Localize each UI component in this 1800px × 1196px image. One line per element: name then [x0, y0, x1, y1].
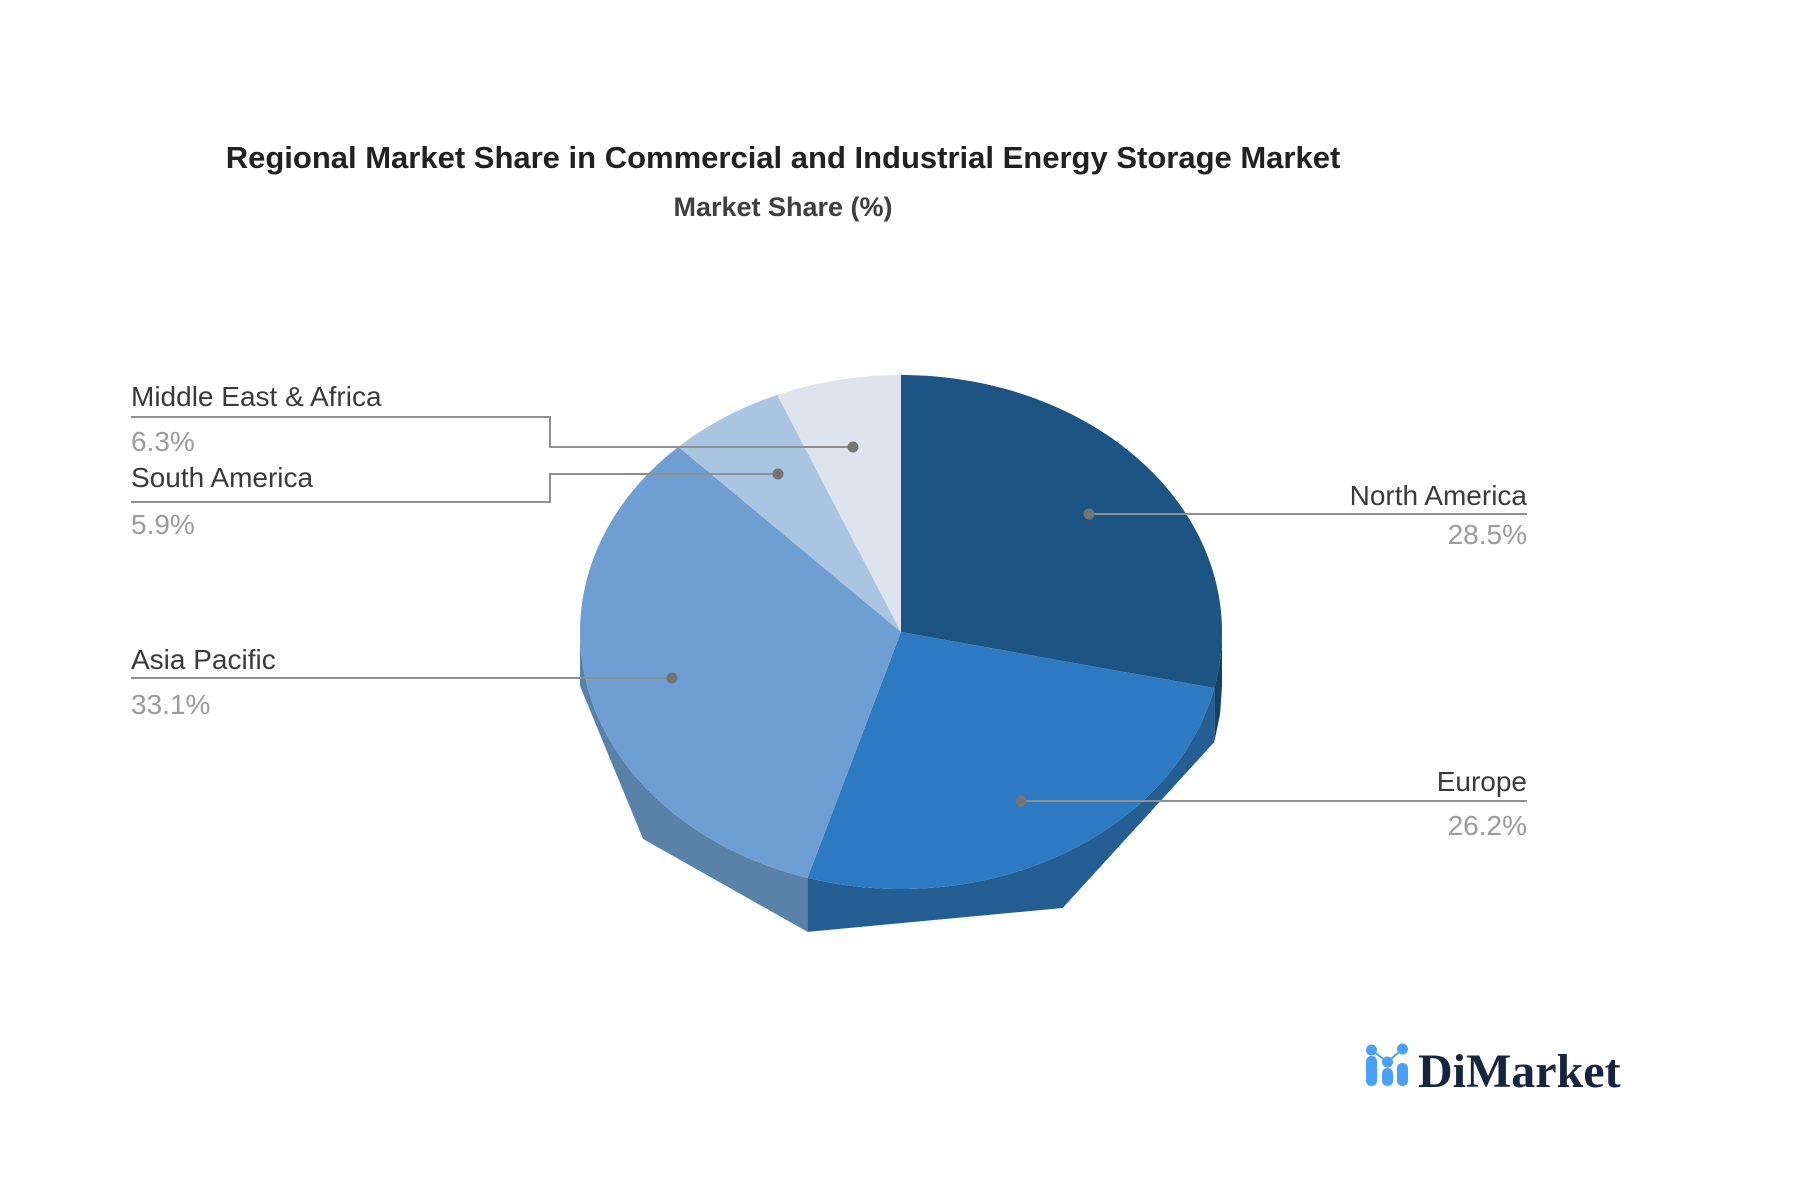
callout-middle-east-africa: Middle East & Africa 6.3%	[131, 381, 382, 457]
callout-europe: Europe 26.2%	[1437, 766, 1527, 841]
slice-label: South America	[131, 462, 314, 493]
leader-dot-north-america	[1083, 508, 1095, 520]
slice-label: Europe	[1437, 766, 1527, 797]
pie-body	[580, 375, 1222, 932]
chart-subtitle: Market Share (%)	[673, 192, 892, 222]
slice-label: Asia Pacific	[131, 644, 276, 675]
leader-dot-south-america	[772, 468, 784, 480]
pie-slice-side-europe	[807, 688, 1215, 932]
slice-label: Middle East & Africa	[131, 381, 382, 412]
leader-lines	[131, 416, 1527, 807]
pie-slice-side-north-america	[1214, 632, 1222, 743]
pie-slice-side-asia-pacific	[580, 632, 808, 932]
callout-asia-pacific: Asia Pacific 33.1%	[131, 644, 276, 720]
slice-label: North America	[1350, 480, 1528, 511]
pie-slice-europe[interactable]	[807, 632, 1215, 889]
leader-dot-asia-pacific	[666, 672, 678, 684]
slice-value: 6.3%	[131, 426, 195, 457]
leader-line-middle-east-africa	[131, 416, 853, 448]
brand-logo: DiMarket	[1366, 1043, 1621, 1098]
leader-line-south-america	[131, 473, 778, 503]
slice-value: 26.2%	[1448, 810, 1527, 841]
leader-dot-middle-east-africa	[847, 441, 859, 453]
pie-slice-south-america[interactable]	[678, 394, 901, 632]
slice-value: 5.9%	[131, 509, 195, 540]
bar-chart-logo-icon	[1366, 1043, 1408, 1086]
slice-value: 28.5%	[1448, 519, 1527, 550]
slice-value: 33.1%	[131, 689, 210, 720]
pie-slice-asia-pacific[interactable]	[580, 446, 901, 878]
callout-south-america: South America 5.9%	[131, 462, 314, 540]
leader-dot-europe	[1015, 795, 1027, 807]
brand-name: DiMarket	[1418, 1045, 1621, 1098]
callout-north-america: North America 28.5%	[1350, 480, 1528, 550]
pie-slice-middle-east-africa[interactable]	[777, 375, 901, 632]
chart-title: Regional Market Share in Commercial and …	[226, 140, 1341, 175]
pie-slice-north-america[interactable]	[901, 375, 1222, 689]
